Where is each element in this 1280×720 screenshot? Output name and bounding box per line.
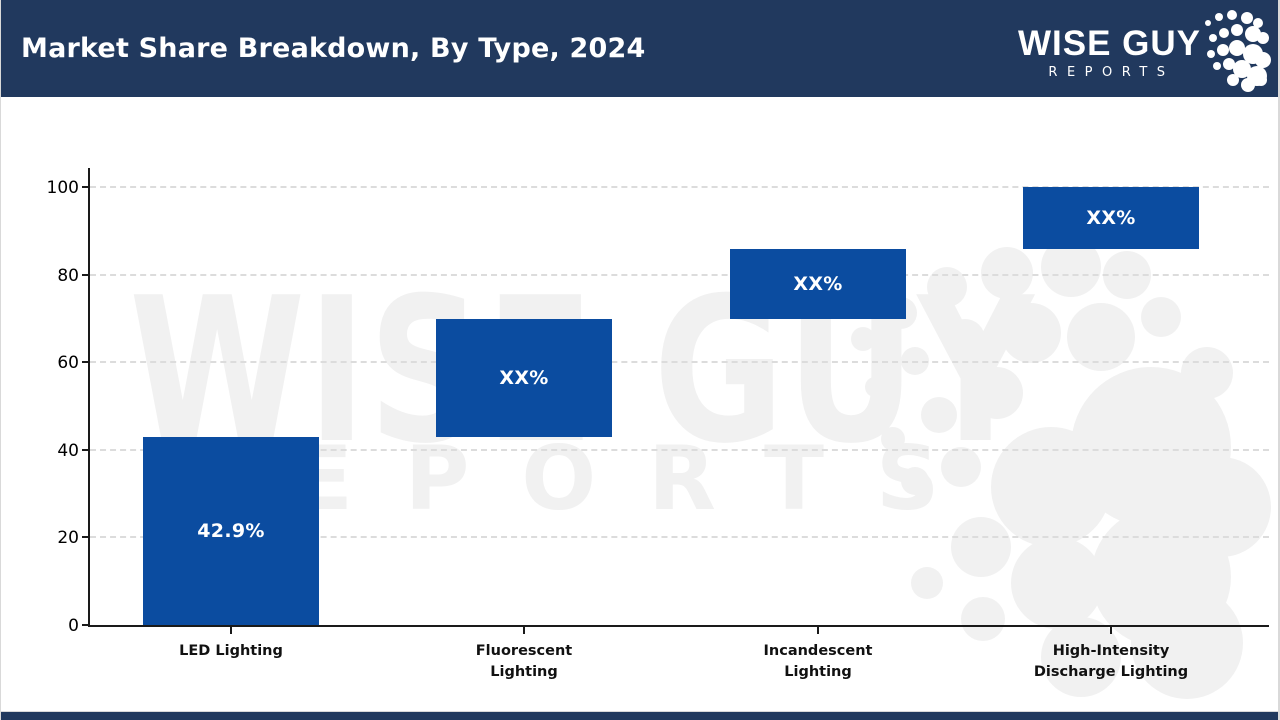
face-dot bbox=[1223, 58, 1235, 70]
bar-value-label: XX% bbox=[499, 367, 549, 390]
face-dot bbox=[1229, 40, 1245, 56]
x-category-label-line: Lighting bbox=[784, 663, 852, 680]
logo-face-icon bbox=[1203, 8, 1271, 92]
wise-guy-reports-logo: WISE GUY REPORTS bbox=[1018, 8, 1271, 92]
x-category-label: High-Intensity Discharge Lighting bbox=[991, 641, 1231, 682]
gridline-40 bbox=[90, 448, 1269, 451]
x-category-label: Incandescent Lighting bbox=[698, 641, 938, 682]
logo-wordmark: WISE GUY bbox=[1017, 24, 1201, 63]
face-dot bbox=[1207, 50, 1215, 58]
face-dot bbox=[1255, 74, 1267, 86]
y-tick-mark bbox=[82, 624, 90, 626]
x-axis bbox=[88, 625, 1269, 627]
y-tick-mark bbox=[82, 448, 90, 451]
face-dot bbox=[1215, 13, 1223, 21]
y-tick-mark bbox=[82, 361, 90, 364]
face-dot bbox=[1253, 18, 1263, 28]
gridline-60 bbox=[90, 361, 1269, 364]
y-tick-label: 60 bbox=[57, 353, 79, 374]
y-tick-label: 100 bbox=[46, 178, 79, 198]
bar-2: XX% bbox=[436, 319, 612, 438]
x-category-label-line: LED Lighting bbox=[179, 643, 283, 659]
x-tick-mark bbox=[523, 627, 525, 634]
face-dot bbox=[1217, 44, 1229, 56]
gridline-80 bbox=[90, 273, 1269, 276]
header-bar: Market Share Breakdown, By Type, 2024 WI… bbox=[1, 0, 1278, 97]
bar-value-label: 42.9% bbox=[197, 520, 265, 543]
face-dot bbox=[1219, 28, 1229, 38]
logo-subtitle: REPORTS bbox=[1048, 65, 1175, 80]
face-dot bbox=[1213, 62, 1221, 70]
y-tick-label: 0 bbox=[68, 616, 79, 636]
face-dot bbox=[1231, 24, 1243, 36]
face-dot bbox=[1227, 74, 1239, 86]
y-tick-mark bbox=[82, 273, 90, 276]
bar-4: XX% bbox=[1023, 187, 1199, 249]
y-tick-mark bbox=[82, 536, 90, 539]
x-category-label-line: High-Intensity bbox=[1052, 643, 1170, 659]
y-tick-label: 40 bbox=[57, 440, 79, 461]
x-tick-mark bbox=[1110, 627, 1112, 634]
x-category-label-line: Incandescent bbox=[763, 643, 873, 659]
bar-value-label: XX% bbox=[1086, 206, 1136, 229]
x-tick-mark bbox=[230, 627, 232, 634]
x-category-label-line: Discharge Lighting bbox=[1033, 663, 1189, 680]
face-dot bbox=[1209, 34, 1217, 42]
x-tick-mark bbox=[817, 627, 819, 634]
x-category-label-line: Fluorescent bbox=[475, 643, 573, 659]
logo-text: WISE GUY REPORTS bbox=[1018, 24, 1201, 80]
x-category-label: Fluorescent Lighting bbox=[404, 641, 644, 682]
bar-3: XX% bbox=[730, 248, 906, 320]
bar-1: 42.9% bbox=[143, 437, 319, 625]
face-dot bbox=[1205, 20, 1211, 26]
gridline-100 bbox=[90, 186, 1269, 188]
y-axis bbox=[88, 168, 90, 627]
gridline-20 bbox=[90, 536, 1269, 539]
bar-value-label: XX% bbox=[793, 273, 843, 295]
face-dot bbox=[1241, 78, 1255, 92]
y-tick-label: 80 bbox=[57, 265, 79, 286]
face-dot bbox=[1227, 10, 1237, 20]
face-dot bbox=[1233, 60, 1251, 78]
y-tick-label: 20 bbox=[57, 528, 79, 549]
y-tick-mark bbox=[82, 186, 90, 188]
face-dot bbox=[1257, 32, 1269, 44]
bottom-border-line bbox=[1, 711, 1278, 712]
face-dot bbox=[1255, 52, 1271, 68]
page-title: Market Share Breakdown, By Type, 2024 bbox=[21, 33, 646, 64]
x-category-label-line: Lighting bbox=[490, 663, 558, 680]
x-category-label: LED Lighting bbox=[111, 641, 351, 662]
face-dot bbox=[1241, 12, 1253, 24]
chart-area: WISE GUY REPORTS 0 20 40 60 80 100 42.9% XX% XX%… bbox=[1, 97, 1278, 712]
footer-bar bbox=[1, 712, 1278, 720]
